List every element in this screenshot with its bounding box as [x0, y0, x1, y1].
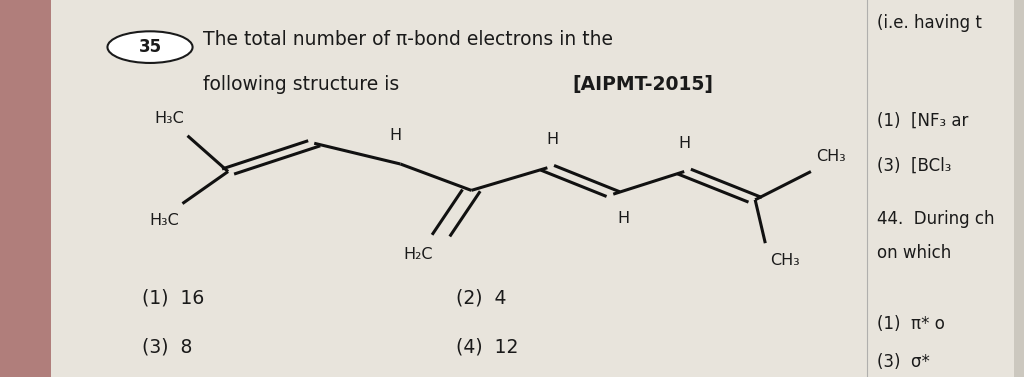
Text: 44.  During ch: 44. During ch — [877, 210, 994, 228]
Text: [AIPMT-2015]: [AIPMT-2015] — [572, 75, 714, 94]
Text: (3)  [BCl₃: (3) [BCl₃ — [877, 157, 951, 175]
Text: H₃C: H₃C — [155, 111, 184, 126]
Circle shape — [108, 31, 193, 63]
Text: H₂C: H₂C — [403, 247, 433, 262]
Text: on which: on which — [877, 244, 951, 262]
Text: The total number of π-bond electrons in the: The total number of π-bond electrons in … — [203, 30, 612, 49]
Text: H: H — [389, 128, 401, 143]
Text: (3)  σ*: (3) σ* — [877, 353, 930, 371]
Text: CH₃: CH₃ — [816, 149, 846, 164]
Text: (4)  12: (4) 12 — [456, 337, 518, 356]
Text: (2)  4: (2) 4 — [456, 288, 507, 307]
Text: H: H — [547, 132, 558, 147]
FancyBboxPatch shape — [0, 0, 50, 377]
Text: CH₃: CH₃ — [770, 253, 800, 268]
Text: (1)  [NF₃ ar: (1) [NF₃ ar — [877, 112, 968, 130]
Text: H: H — [617, 211, 630, 226]
Text: (3)  8: (3) 8 — [142, 337, 193, 356]
Text: H₃C: H₃C — [150, 213, 179, 228]
Text: 35: 35 — [138, 38, 162, 56]
Text: H: H — [678, 136, 690, 151]
Text: (1)  16: (1) 16 — [142, 288, 204, 307]
Text: (i.e. having t: (i.e. having t — [877, 14, 982, 32]
Text: (1)  π* o: (1) π* o — [877, 315, 945, 333]
Text: following structure is: following structure is — [203, 75, 399, 94]
